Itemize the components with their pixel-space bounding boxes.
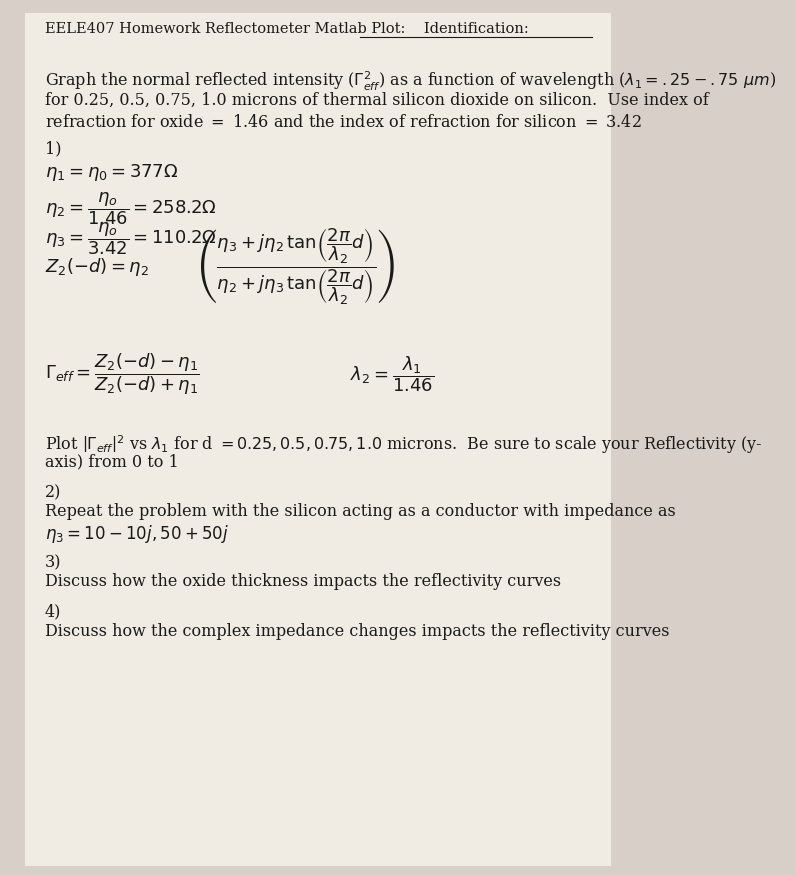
Text: refraction for oxide $=$ 1.46 and the index of refraction for silicon $=$ 3.42: refraction for oxide $=$ 1.46 and the in… [45,114,642,130]
Text: 1): 1) [45,140,61,157]
Text: $\lambda_2 = \dfrac{\lambda_1}{1.46}$: $\lambda_2 = \dfrac{\lambda_1}{1.46}$ [351,354,434,395]
Text: 2): 2) [45,484,61,500]
Text: $\eta_3 = 10-10j, 50+50j$: $\eta_3 = 10-10j, 50+50j$ [45,523,229,545]
Text: 4): 4) [45,604,61,620]
Text: for 0.25, 0.5, 0.75, 1.0 microns of thermal silicon dioxide on silicon.  Use ind: for 0.25, 0.5, 0.75, 1.0 microns of ther… [45,92,708,108]
FancyBboxPatch shape [25,13,611,866]
Text: 3): 3) [45,554,61,570]
Text: axis) from 0 to 1: axis) from 0 to 1 [45,453,178,470]
Text: Discuss how the complex impedance changes impacts the reflectivity curves: Discuss how the complex impedance change… [45,623,669,640]
Text: $\eta_2 = \dfrac{\eta_o}{1.46} = 258.2\Omega$: $\eta_2 = \dfrac{\eta_o}{1.46} = 258.2\O… [45,190,216,227]
Text: Graph the normal reflected intensity ($\Gamma_{eff}^2$) as a function of wavelen: Graph the normal reflected intensity ($\… [45,70,776,94]
Text: $\eta_3 = \dfrac{\eta_o}{3.42} = 110.2\Omega$: $\eta_3 = \dfrac{\eta_o}{3.42} = 110.2\O… [45,220,216,257]
Text: $Z_2(-d) = \eta_2$: $Z_2(-d) = \eta_2$ [45,255,149,278]
Text: $\eta_1 = \eta_0 = 377\Omega$: $\eta_1 = \eta_0 = 377\Omega$ [45,162,177,183]
Text: $\Gamma_{eff} = \dfrac{Z_2(-d) - \eta_1}{Z_2(-d) + \eta_1}$: $\Gamma_{eff} = \dfrac{Z_2(-d) - \eta_1}… [45,352,200,397]
Text: $\left(\dfrac{\eta_3 + j\eta_2\,\tan\!\left(\dfrac{2\pi}{\lambda_2}d\right)}{\et: $\left(\dfrac{\eta_3 + j\eta_2\,\tan\!\l… [197,227,395,307]
Text: Plot $\left|\Gamma_{eff}\right|^2$ vs $\lambda_1$ for d $= 0.25, 0.5, 0.75, 1.0$: Plot $\left|\Gamma_{eff}\right|^2$ vs $\… [45,433,762,456]
Text: Discuss how the oxide thickness impacts the reflectivity curves: Discuss how the oxide thickness impacts … [45,573,560,590]
Text: EELE407 Homework Reflectometer Matlab Plot:    Identification:: EELE407 Homework Reflectometer Matlab Pl… [45,22,529,36]
Text: Repeat the problem with the silicon acting as a conductor with impedance as: Repeat the problem with the silicon acti… [45,503,675,520]
